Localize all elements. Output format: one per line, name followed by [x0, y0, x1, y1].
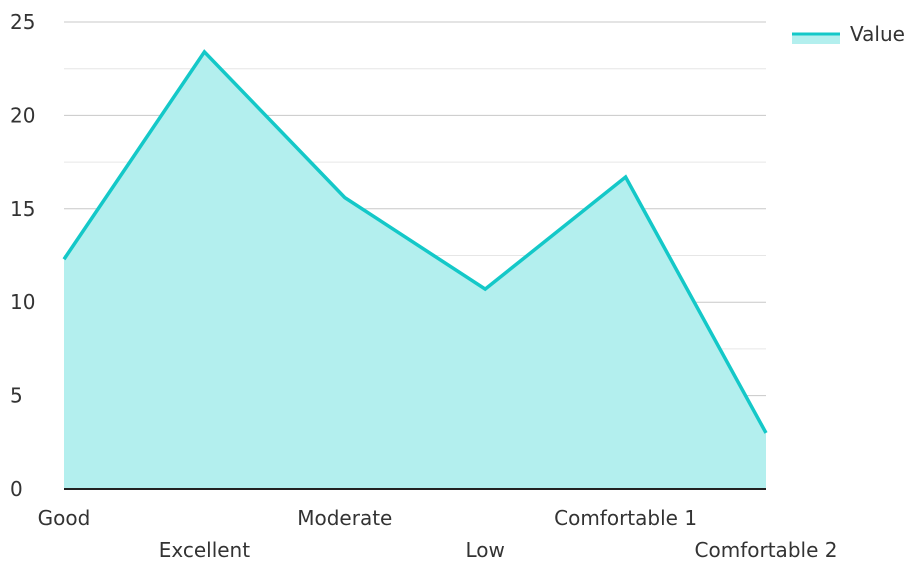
x-tick-label: Comfortable 2	[695, 538, 838, 561]
series-area-value	[64, 51, 766, 489]
x-tick-label: Moderate	[297, 506, 392, 530]
x-axis-ticks: Good Excellent Moderate Low Comfortable 1 Com…	[38, 506, 838, 561]
legend: Value	[792, 22, 905, 46]
x-tick-label: Good	[38, 506, 91, 530]
y-tick-label: 10	[10, 290, 35, 314]
legend-label-value: Value	[850, 22, 905, 46]
x-tick-label: Low	[466, 538, 505, 561]
series-line-value	[62, 49, 768, 434]
y-tick-label: 0	[10, 477, 23, 501]
y-tick-label: 20	[10, 103, 35, 127]
x-tick-label: Comfortable 1	[554, 506, 697, 530]
y-tick-label: 25	[10, 10, 35, 34]
x-tick-label: Excellent	[159, 538, 251, 561]
y-tick-label: 15	[10, 197, 35, 221]
y-tick-label: 5	[10, 384, 23, 408]
legend-swatch-fill	[792, 34, 840, 44]
y-axis-ticks: 0 5 10 15 20 25	[10, 10, 35, 501]
